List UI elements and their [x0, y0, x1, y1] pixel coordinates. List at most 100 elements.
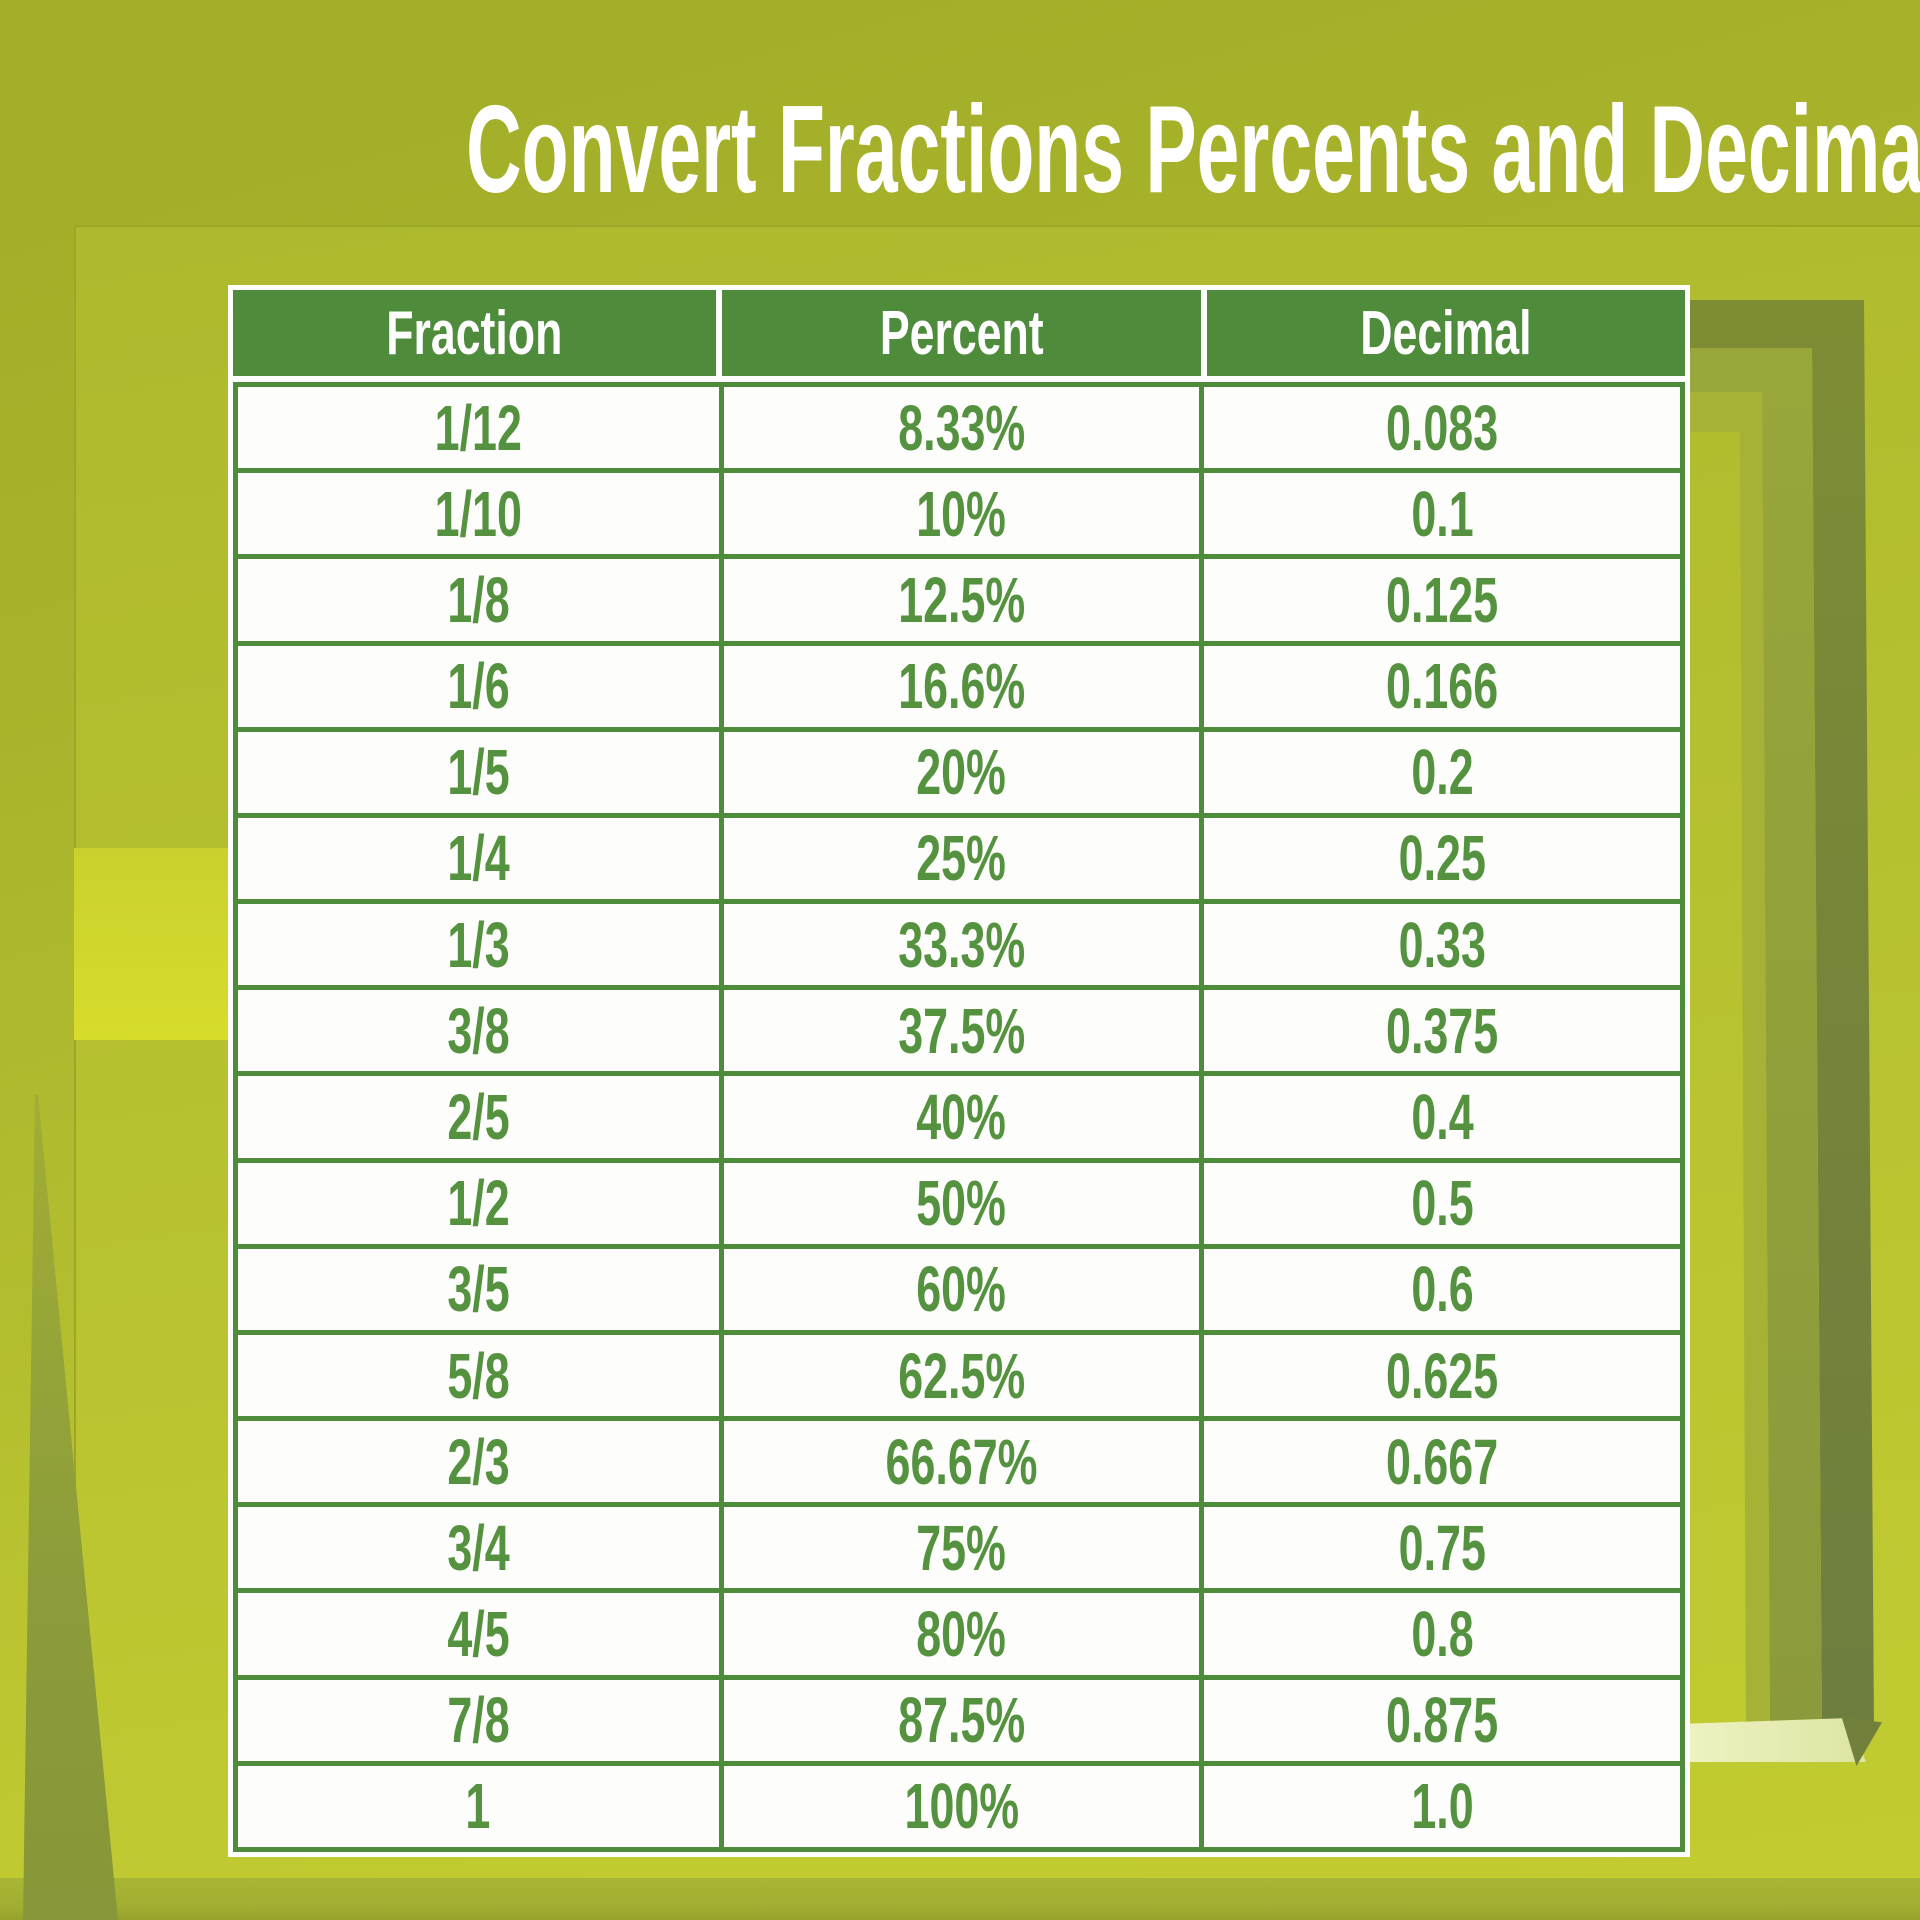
percent-cell: 25%	[723, 817, 1200, 900]
fraction-value: 1/8	[447, 563, 510, 636]
percent-value: 37.5%	[897, 994, 1025, 1067]
percent-value: 50%	[916, 1167, 1007, 1240]
percent-cell: 62.5%	[723, 1334, 1200, 1417]
percent-value: 16.6%	[897, 650, 1025, 723]
decimal-cell: 0.6	[1204, 1248, 1680, 1330]
percent-value: 25%	[916, 822, 1007, 895]
percent-value: 10%	[916, 477, 1007, 550]
fraction-value: 2/5	[447, 1080, 510, 1153]
page-title-text: Convert Fractions Percents and Decimals	[466, 81, 1920, 219]
decimal-value: 0.33	[1398, 908, 1486, 981]
fraction-value: 2/3	[447, 1425, 510, 1498]
percent-cell: 80%	[723, 1593, 1200, 1675]
decimal-cell: 0.125	[1204, 559, 1680, 641]
percent-cell: 40%	[723, 1076, 1200, 1158]
decimal-cell: 1.0	[1204, 1765, 1680, 1847]
decimal-cell: 0.33	[1204, 904, 1680, 986]
decimal-cell: 0.75	[1204, 1507, 1680, 1589]
percent-cell: 87.5%	[723, 1679, 1200, 1761]
decimal-value: 0.667	[1386, 1425, 1499, 1498]
decimal-cell: 0.25	[1204, 817, 1680, 900]
decimal-cell: 0.8	[1204, 1593, 1680, 1675]
decimal-value: 0.25	[1398, 822, 1486, 895]
table-header-row: Fraction Percent Decimal	[233, 290, 1685, 376]
fraction-cell: 5/8	[238, 1334, 719, 1417]
percent-cell: 66.67%	[723, 1421, 1200, 1503]
fraction-cell: 1	[238, 1765, 719, 1847]
decimal-cell: 0.5	[1204, 1162, 1680, 1244]
decimal-cell: 0.083	[1204, 387, 1680, 469]
fraction-cell: 1/12	[238, 387, 719, 469]
fraction-cell: 3/4	[238, 1507, 719, 1589]
header-cell-percent: Percent	[722, 290, 1201, 376]
fraction-cell: 3/8	[238, 990, 719, 1072]
decimal-value: 0.375	[1386, 994, 1499, 1067]
fraction-cell: 2/5	[238, 1076, 719, 1158]
fraction-value: 1/10	[434, 477, 522, 550]
percent-value: 80%	[916, 1598, 1007, 1671]
fraction-cell: 1/6	[238, 645, 719, 727]
decimal-value: 0.625	[1386, 1339, 1499, 1412]
decimal-cell: 0.1	[1204, 473, 1680, 555]
percent-cell: 10%	[723, 473, 1200, 555]
percent-value: 60%	[916, 1253, 1007, 1326]
percent-value: 12.5%	[897, 563, 1025, 636]
decimal-value: 0.8	[1410, 1598, 1474, 1671]
decimal-value: 0.4	[1410, 1080, 1474, 1153]
decimal-cell: 0.375	[1204, 990, 1680, 1072]
percent-cell: 12.5%	[723, 559, 1200, 641]
background-bright-patch	[74, 848, 228, 1040]
header-label-percent: Percent	[879, 298, 1044, 368]
decimal-value: 0.6	[1410, 1253, 1474, 1326]
background-bottom-strip	[0, 1878, 1920, 1920]
percent-value: 62.5%	[897, 1339, 1025, 1412]
fraction-value: 1/6	[447, 650, 510, 723]
decimal-cell: 0.166	[1204, 645, 1680, 727]
fraction-value: 1/12	[434, 391, 522, 464]
table-body: 1/12 8.33% 0.083 1/10 10% 0.1 1/8 12.5% 0.125 1/6…	[233, 382, 1685, 1852]
decimal-value: 0.166	[1386, 650, 1499, 723]
header-cell-fraction: Fraction	[233, 290, 717, 376]
percent-cell: 100%	[723, 1765, 1200, 1847]
decimal-cell: 0.625	[1204, 1334, 1680, 1417]
fraction-value: 5/8	[447, 1339, 510, 1412]
decimal-value: 0.125	[1386, 563, 1499, 636]
decimal-cell: 0.667	[1204, 1421, 1680, 1503]
percent-cell: 50%	[723, 1162, 1200, 1244]
fraction-cell: 1/5	[238, 731, 719, 813]
decimal-value: 0.2	[1410, 736, 1474, 809]
decimal-value: 0.5	[1410, 1167, 1474, 1240]
fraction-cell: 4/5	[238, 1593, 719, 1675]
percent-value: 33.3%	[897, 908, 1025, 981]
fraction-value: 1/5	[447, 736, 510, 809]
percent-cell: 16.6%	[723, 645, 1200, 727]
fraction-value: 3/8	[447, 994, 510, 1067]
decimal-cell: 0.2	[1204, 731, 1680, 813]
fraction-value: 1	[465, 1770, 491, 1843]
decimal-value: 0.875	[1386, 1684, 1499, 1757]
fraction-value: 3/4	[447, 1511, 510, 1584]
decimal-value: 0.75	[1398, 1511, 1486, 1584]
decimal-value: 0.1	[1410, 477, 1474, 550]
frame-decoration-pale-bevel	[1678, 1718, 1866, 1762]
percent-cell: 8.33%	[723, 387, 1200, 469]
decimal-value: 0.083	[1386, 391, 1499, 464]
fraction-value: 1/2	[447, 1167, 510, 1240]
fraction-cell: 1/2	[238, 1162, 719, 1244]
fraction-cell: 1/3	[238, 904, 719, 986]
fraction-value: 1/3	[447, 908, 510, 981]
fraction-value: 7/8	[447, 1684, 510, 1757]
fraction-value: 3/5	[447, 1253, 510, 1326]
header-label-fraction: Fraction	[386, 298, 563, 368]
header-label-decimal: Decimal	[1360, 298, 1532, 368]
percent-value: 100%	[904, 1770, 1019, 1843]
fraction-cell: 2/3	[238, 1421, 719, 1503]
percent-cell: 60%	[723, 1248, 1200, 1330]
decimal-cell: 0.875	[1204, 1679, 1680, 1761]
percent-cell: 33.3%	[723, 904, 1200, 986]
fraction-cell: 7/8	[238, 1679, 719, 1761]
percent-cell: 20%	[723, 731, 1200, 813]
header-cell-decimal: Decimal	[1206, 290, 1685, 376]
page-title: Convert Fractions Percents and Decimals	[0, 88, 1920, 212]
fraction-cell: 1/10	[238, 473, 719, 555]
